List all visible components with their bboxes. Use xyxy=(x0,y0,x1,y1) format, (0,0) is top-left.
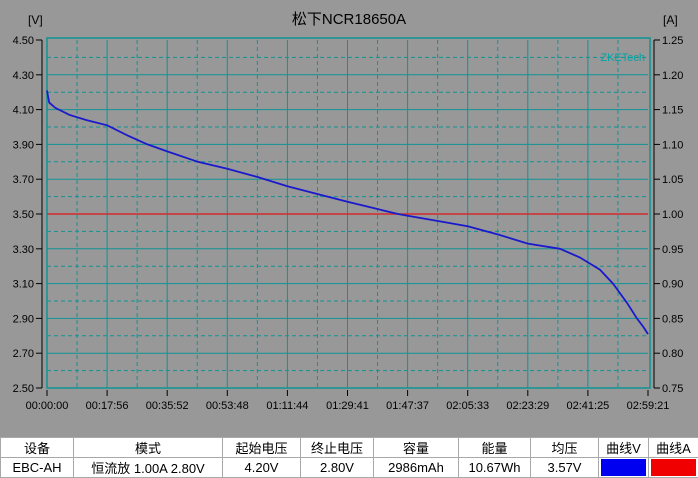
x-axis-tick-label: 01:29:41 xyxy=(326,400,369,412)
left-axis-tick-label: 3.10 xyxy=(13,279,34,291)
right-axis-tick-label: 1.15 xyxy=(662,105,683,117)
plot-border xyxy=(46,37,651,389)
left-axis-unit-label: [V] xyxy=(28,13,43,27)
left-axis-tick-label: 4.30 xyxy=(13,70,34,82)
summary-header-device: 设备 xyxy=(0,437,74,458)
x-axis-tick-label: 00:53:48 xyxy=(206,400,249,412)
left-axis-tick-label: 3.90 xyxy=(13,139,34,151)
voltage-curve xyxy=(46,90,649,335)
x-axis-tick-label: 00:17:56 xyxy=(86,400,129,412)
left-axis-tick-label: 2.70 xyxy=(13,348,34,360)
summary-value-end-voltage: 2.80V xyxy=(300,457,374,478)
right-axis-tick-label: 1.05 xyxy=(662,174,683,186)
summary-value-avg-voltage: 3.57V xyxy=(530,457,599,478)
x-axis-tick-label: 02:59:21 xyxy=(627,400,670,412)
x-axis-tick-label: 00:00:00 xyxy=(26,400,69,412)
discharge-chart: ZKETech 4.50 4.30 4.10 3.90 3.70 3.50 3.30 3.10 2… xyxy=(13,35,684,412)
summary-header-mode: 模式 xyxy=(73,437,223,458)
summary-header-curve-v: 曲线V xyxy=(598,437,649,458)
summary-value-device: EBC-AH xyxy=(0,457,74,478)
summary-header-curve-a: 曲线A xyxy=(648,437,698,458)
summary-header-start-voltage: 起始电压 xyxy=(222,437,301,458)
chart-title: 松下NCR18650A xyxy=(291,11,407,28)
summary-table: 设备 模式 起始电压 终止电压 容量 能量 均压 曲线V 曲线A EBC-AH 恒流放 1.00A … xyxy=(0,437,698,478)
summary-value-energy: 10.67Wh xyxy=(458,457,531,478)
left-axis-tick-label: 3.30 xyxy=(13,244,34,256)
right-axis-tick-label: 1.00 xyxy=(662,209,683,221)
right-axis-tick-label: 0.75 xyxy=(662,383,683,395)
left-axis-tick-label: 3.50 xyxy=(13,209,34,221)
right-axis-tick-label: 1.10 xyxy=(662,139,683,151)
left-axis-tick-label: 2.50 xyxy=(13,383,34,395)
summary-header-energy: 能量 xyxy=(458,437,531,458)
summary-header-end-voltage: 终止电压 xyxy=(300,437,374,458)
left-axis-tick-label: 3.70 xyxy=(13,174,34,186)
right-axis-unit-label: [A] xyxy=(663,13,678,27)
right-axis-tick-label: 0.90 xyxy=(662,279,683,291)
right-axis-tick-label: 0.95 xyxy=(662,244,683,256)
summary-value-curve-v xyxy=(598,457,649,478)
curve-v-color-swatch xyxy=(601,459,646,476)
x-axis-tick-label: 01:11:44 xyxy=(266,400,308,412)
summary-value-curve-a xyxy=(648,457,698,478)
x-axis-tick-label: 02:23:29 xyxy=(506,400,549,412)
curve-a-color-swatch xyxy=(651,459,696,476)
summary-value-capacity: 2986mAh xyxy=(373,457,459,478)
x-axis-tick-label: 02:05:33 xyxy=(446,400,489,412)
summary-header-capacity: 容量 xyxy=(373,437,459,458)
x-axis-tick-label: 01:47:37 xyxy=(386,400,429,412)
x-axis-tick-label: 00:35:52 xyxy=(146,400,189,412)
summary-value-start-voltage: 4.20V xyxy=(222,457,301,478)
summary-value-mode: 恒流放 1.00A 2.80V xyxy=(73,457,223,478)
left-axis-tick-label: 4.10 xyxy=(13,105,34,117)
summary-header-avg-voltage: 均压 xyxy=(530,437,599,458)
x-axis-tick-label: 02:41:25 xyxy=(566,400,609,412)
watermark-text: ZKETech xyxy=(600,52,645,64)
right-axis-tick-label: 0.80 xyxy=(662,348,683,360)
left-axis-tick-label: 2.90 xyxy=(13,313,34,325)
left-axis-tick-label: 4.50 xyxy=(13,35,34,47)
right-axis-tick-label: 0.85 xyxy=(662,313,683,325)
right-axis-tick-label: 1.25 xyxy=(662,35,683,47)
right-axis-tick-label: 1.20 xyxy=(662,70,683,82)
